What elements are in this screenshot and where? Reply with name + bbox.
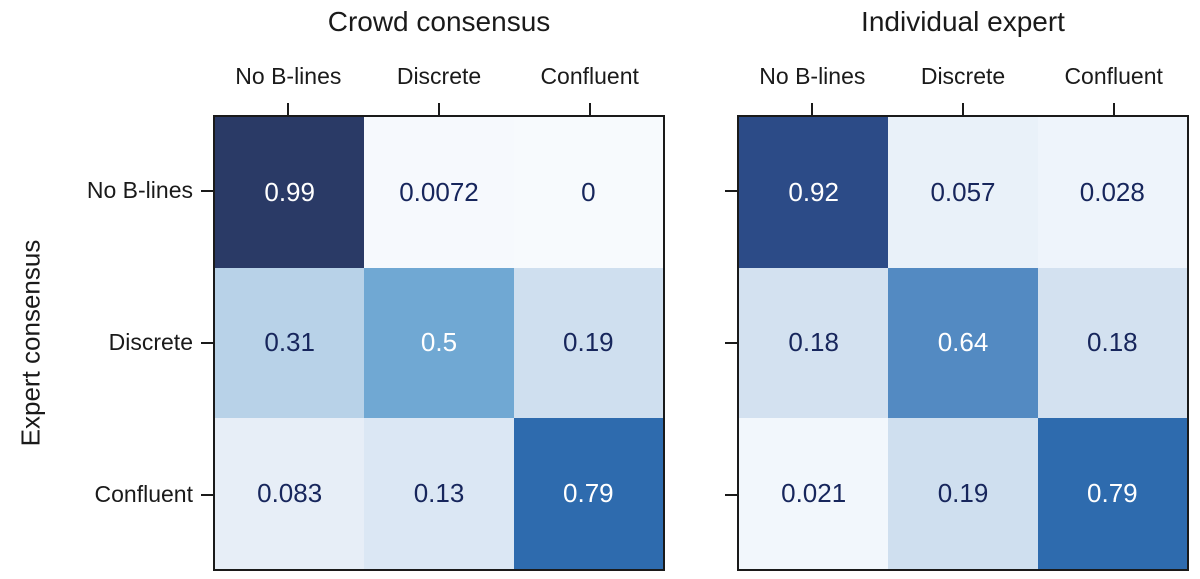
cell-value: 0.31 [264,327,315,358]
heatmap-cell: 0.19 [513,267,663,419]
cell-value: 0.18 [1087,327,1138,358]
heatmap-cell: 0.0072 [364,117,514,268]
y-tick-mark [201,190,213,192]
heatmap-cell: 0.021 [739,418,889,569]
panel-crowd-consensus: Crowd consensus No B-lines Discrete Conflu… [87,0,665,579]
heatmap-cell: 0.64 [888,267,1038,419]
heatmap-grid-crowd-consensus: 0.99 0.0072 0 0.31 0.5 0.19 0.083 0.13 0.79 [201,103,665,571]
cell-value: 0.13 [413,478,465,509]
cell-value: 0.021 [781,478,847,509]
y-tick-label: No B-lines [86,177,193,203]
heatmap-cell: 0 [513,117,663,268]
x-tick-label: Discrete [396,63,482,89]
y-tick-label: Confluent [94,481,193,507]
cell-value: 0.79 [563,478,614,509]
y-tick-mark [725,190,737,192]
heatmap-cell: 0.79 [513,418,663,569]
heatmap-cell: 0.5 [364,267,514,419]
panel-individual-expert: Individual expert No B-lines Discrete Conf… [725,0,1189,579]
cell-value: 0.083 [257,478,323,509]
cell-value: 0.19 [563,327,614,358]
cell-value: 0.0072 [399,176,479,207]
heatmap-cell: 0.18 [739,267,889,419]
heatmap-cell: 0.083 [215,418,365,569]
cell-value: 0.5 [420,327,458,358]
heatmap-grid-individual-expert: 0.92 0.057 0.028 0.18 0.64 0.18 0.021 0.19 0.79 [725,103,1189,571]
x-tick-label: No B-lines [759,63,866,89]
cell-value: 0.92 [788,176,839,207]
heatmap-cell: 0.028 [1037,117,1187,268]
heatmap-cell: 0.99 [215,117,365,268]
heatmap-cell: 0.19 [888,418,1038,569]
cell-value: 0.18 [788,327,839,358]
heatmap-cell: 0.79 [1037,418,1187,569]
heatmap-cell: 0.31 [215,267,365,419]
x-tick-mark [811,103,814,115]
panel-title-crowd-consensus: Crowd consensus [327,6,551,37]
y-tick-mark [201,494,213,496]
x-tick-labels: No B-lines Discrete Confluent [737,63,1189,90]
y-tick-label: Discrete [108,329,193,355]
y-tick-mark [725,342,737,344]
cell-value: 0 [581,176,596,207]
x-tick-mark [287,103,290,115]
cell-value: 0.79 [1087,478,1138,509]
cell-value: 0.19 [937,478,989,509]
cell-value: 0.057 [930,176,996,207]
y-tick-mark [201,342,213,344]
x-tick-mark [962,103,964,115]
cell-value: 0.64 [937,327,989,358]
x-tick-mark [588,103,591,115]
x-tick-mark [1112,103,1115,115]
panel-title-individual-expert: Individual expert [861,6,1065,37]
heatmap-cell: 0.92 [739,117,889,268]
x-tick-label: Discrete [920,63,1006,89]
heatmap-cell: 0.18 [1037,267,1187,419]
x-tick-label: No B-lines [235,63,342,89]
y-tick-mark [725,494,737,496]
x-tick-label: Confluent [540,63,639,89]
heatmap-cell: 0.13 [364,418,514,569]
x-tick-labels: No B-lines Discrete Confluent [213,63,665,90]
heatmap-cell: 0.057 [888,117,1038,268]
cell-value: 0.028 [1079,176,1145,207]
x-tick-label: Confluent [1064,63,1163,89]
x-tick-mark [438,103,440,115]
cell-value: 0.99 [264,176,315,207]
